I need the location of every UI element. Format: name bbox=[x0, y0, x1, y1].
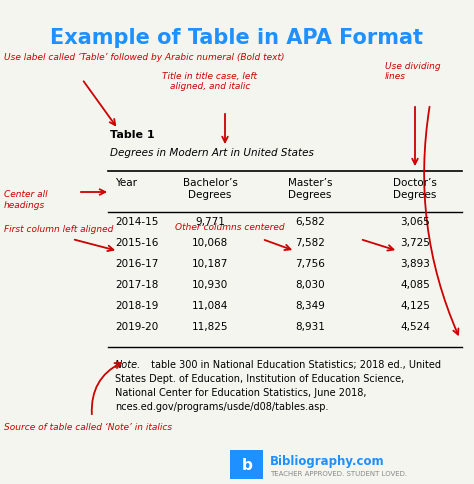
Text: 3,893: 3,893 bbox=[400, 258, 430, 269]
Text: 2016-17: 2016-17 bbox=[115, 258, 158, 269]
Text: Bibliography.com: Bibliography.com bbox=[270, 454, 384, 468]
Text: table 300 in National Education Statistics; 2018 ed., United: table 300 in National Education Statisti… bbox=[148, 359, 441, 369]
Text: 9,771: 9,771 bbox=[195, 216, 225, 227]
Text: nces.ed.gov/programs/usde/d08/tables.asp.: nces.ed.gov/programs/usde/d08/tables.asp… bbox=[115, 401, 328, 411]
Text: 8,349: 8,349 bbox=[295, 301, 325, 310]
Text: 8,030: 8,030 bbox=[295, 279, 325, 289]
Text: 11,084: 11,084 bbox=[192, 301, 228, 310]
Text: Degrees in Modern Art in United States: Degrees in Modern Art in United States bbox=[110, 148, 314, 158]
Text: Bachelor’s
Degrees: Bachelor’s Degrees bbox=[182, 178, 237, 199]
Text: Use label called ‘Table’ followed by Arabic numeral (Bold text): Use label called ‘Table’ followed by Ara… bbox=[4, 53, 284, 62]
Text: 7,582: 7,582 bbox=[295, 238, 325, 247]
Text: Source of table called ‘Note’ in italics: Source of table called ‘Note’ in italics bbox=[4, 423, 172, 432]
Text: 2017-18: 2017-18 bbox=[115, 279, 158, 289]
Text: 4,085: 4,085 bbox=[400, 279, 430, 289]
Text: 4,524: 4,524 bbox=[400, 321, 430, 332]
Text: 6,582: 6,582 bbox=[295, 216, 325, 227]
Text: 10,187: 10,187 bbox=[192, 258, 228, 269]
Text: States Dept. of Education, Institution of Education Science,: States Dept. of Education, Institution o… bbox=[115, 373, 404, 383]
Text: TEACHER APPROVED. STUDENT LOVED.: TEACHER APPROVED. STUDENT LOVED. bbox=[270, 470, 407, 476]
Text: b: b bbox=[241, 457, 252, 472]
Text: Doctor’s
Degrees: Doctor’s Degrees bbox=[393, 178, 437, 199]
Text: Title in title case, left
aligned, and italic: Title in title case, left aligned, and i… bbox=[163, 72, 257, 91]
Text: 4,125: 4,125 bbox=[400, 301, 430, 310]
Text: Year: Year bbox=[115, 178, 137, 188]
Text: Use dividing
lines: Use dividing lines bbox=[385, 62, 441, 81]
Text: 10,930: 10,930 bbox=[192, 279, 228, 289]
Text: 2019-20: 2019-20 bbox=[115, 321, 158, 332]
Text: 2014-15: 2014-15 bbox=[115, 216, 158, 227]
Text: 3,065: 3,065 bbox=[400, 216, 430, 227]
Text: Center all
headings: Center all headings bbox=[4, 190, 47, 209]
Text: Example of Table in APA Format: Example of Table in APA Format bbox=[51, 28, 423, 48]
Text: 3,725: 3,725 bbox=[400, 238, 430, 247]
Text: National Center for Education Statistics, June 2018,: National Center for Education Statistics… bbox=[115, 387, 366, 397]
Text: 7,756: 7,756 bbox=[295, 258, 325, 269]
Text: 2015-16: 2015-16 bbox=[115, 238, 158, 247]
Text: Table 1: Table 1 bbox=[110, 130, 155, 140]
Text: 2018-19: 2018-19 bbox=[115, 301, 158, 310]
Text: 11,825: 11,825 bbox=[192, 321, 228, 332]
Text: 8,931: 8,931 bbox=[295, 321, 325, 332]
Text: First column left aligned: First column left aligned bbox=[4, 225, 113, 234]
Text: Master’s
Degrees: Master’s Degrees bbox=[288, 178, 332, 199]
Text: 10,068: 10,068 bbox=[192, 238, 228, 247]
Text: Other columns centered: Other columns centered bbox=[175, 223, 284, 232]
Text: Note.: Note. bbox=[115, 359, 141, 369]
FancyBboxPatch shape bbox=[228, 449, 265, 481]
